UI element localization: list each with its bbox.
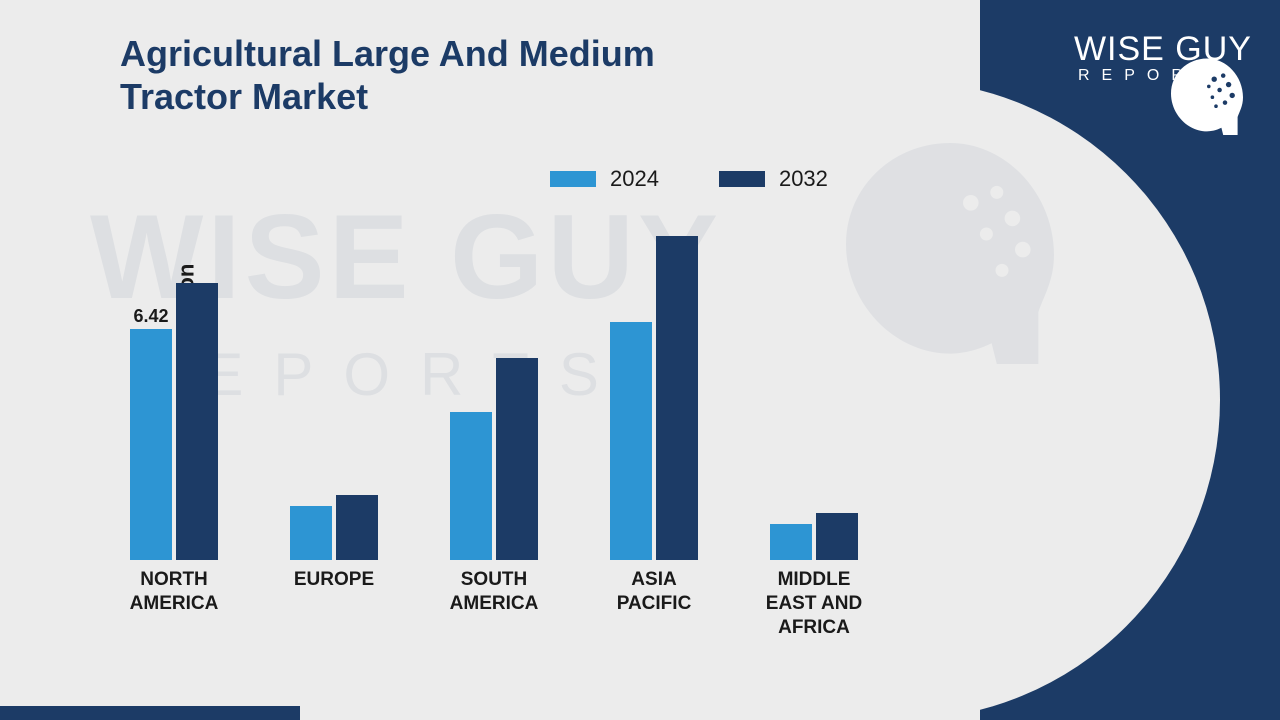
bottom-strip <box>0 706 300 720</box>
bar-2024 <box>610 322 652 560</box>
legend-label-2024: 2024 <box>610 166 659 192</box>
legend-item-2024: 2024 <box>550 166 659 192</box>
bar-2032 <box>816 513 858 560</box>
bar-2032 <box>176 283 218 560</box>
brand-logo: WISE GUY REPORTS <box>1074 30 1252 85</box>
bar-2032 <box>336 495 378 560</box>
category-label: SOUTH AMERICA <box>434 560 554 616</box>
head-icon <box>1162 54 1252 144</box>
category-label: EUROPE <box>274 560 394 592</box>
category-label: NORTH AMERICA <box>114 560 234 616</box>
bar-2032 <box>496 358 538 560</box>
bar-2024 <box>290 506 332 560</box>
page-root: WISE GUY REPORTS WISE GUY REPORTS Agricu… <box>0 0 1280 720</box>
plot-area: 6.42NORTH AMERICAEUROPESOUTH AMERICAASIA… <box>120 200 920 560</box>
legend-swatch-2032 <box>719 171 765 187</box>
page-title: Agricultural Large And Medium Tractor Ma… <box>120 32 780 118</box>
bar-2024 <box>450 412 492 560</box>
bar-chart: Market Size in USD Billion 2024 2032 6.4… <box>60 160 940 640</box>
legend-label-2032: 2032 <box>779 166 828 192</box>
bar-2032 <box>656 236 698 560</box>
category-label: ASIA PACIFIC <box>594 560 714 616</box>
legend-item-2032: 2032 <box>719 166 828 192</box>
bar-2024 <box>770 524 812 560</box>
bar-value-label: 6.42 <box>130 306 172 329</box>
chart-legend: 2024 2032 <box>550 166 828 192</box>
legend-swatch-2024 <box>550 171 596 187</box>
category-label: MIDDLE EAST AND AFRICA <box>754 560 874 639</box>
bar-2024: 6.42 <box>130 329 172 560</box>
